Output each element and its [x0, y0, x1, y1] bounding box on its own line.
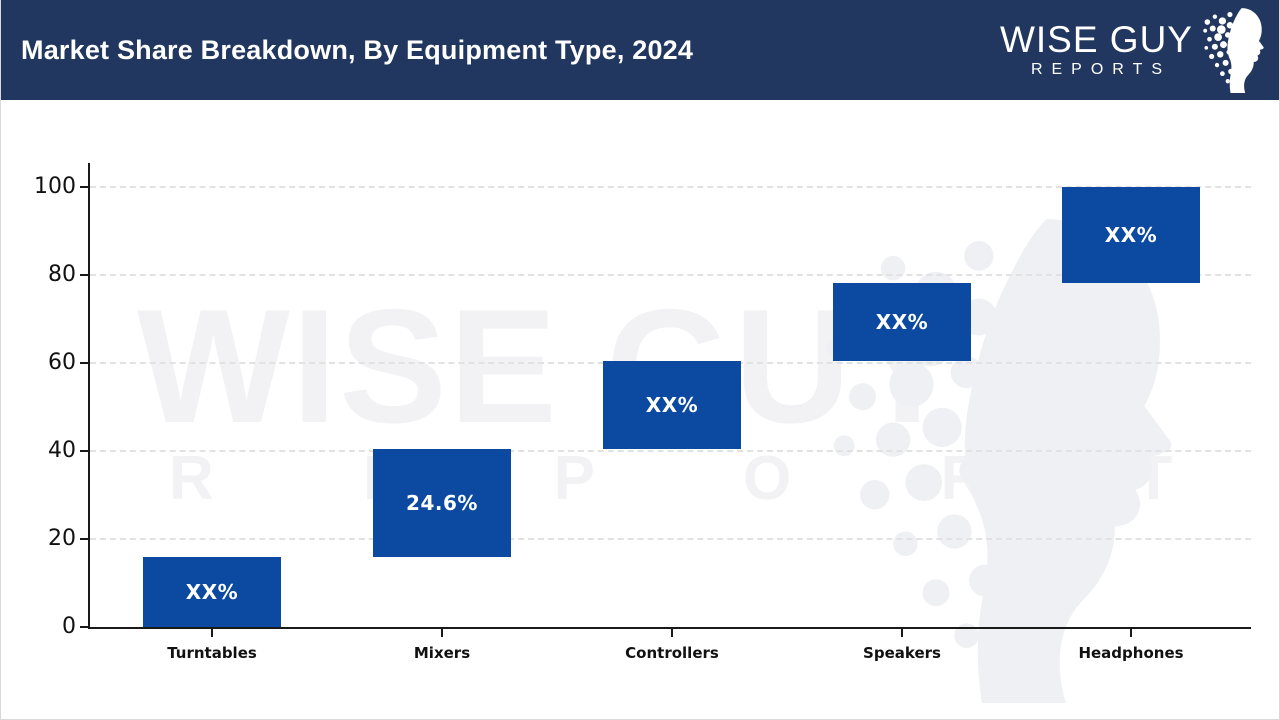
bar-value-label: XX% [875, 310, 929, 335]
y-tick [80, 362, 88, 364]
bar-value-label: XX% [185, 580, 239, 605]
x-tick-label-mixers: Mixers [413, 644, 471, 662]
wise-guy-reports-logo: WISE GUY REPORTS [1000, 7, 1267, 93]
bar-value-label: XX% [645, 393, 699, 418]
x-tick-label-turntables: Turntables [167, 644, 257, 662]
y-tick-label: 40 [48, 438, 76, 463]
y-tick-label: 80 [48, 262, 76, 287]
y-tick-label: 60 [48, 350, 76, 375]
gridline-y100 [90, 186, 1251, 188]
bar-speakers: XX% [833, 283, 971, 362]
header: Market Share Breakdown, By Equipment Typ… [1, 0, 1279, 100]
x-tick [901, 629, 903, 637]
x-tick-label-controllers: Controllers [625, 644, 719, 662]
bar-headphones: XX% [1062, 187, 1200, 284]
y-tick [80, 538, 88, 540]
x-tick [211, 629, 213, 637]
y-tick [80, 626, 88, 628]
gridline-y20 [90, 538, 1251, 540]
bar-turntables: XX% [143, 557, 281, 627]
x-axis-line [88, 627, 1251, 629]
x-tick [1130, 629, 1132, 637]
x-tick [441, 629, 443, 637]
dotted-face-icon [1203, 8, 1264, 93]
bar-value-label: 24.6% [406, 491, 478, 516]
watermark-wordmark: WISE GUY [137, 276, 964, 457]
bar-mixers: 24.6% [373, 449, 511, 558]
logo-subname: REPORTS [1030, 60, 1172, 78]
x-tick-label-speakers: Speakers [863, 644, 941, 662]
gridline-y80 [90, 274, 1251, 276]
plot-area: 0 20 40 60 80 100 XX% Turntables 24.6% Mixers XX% C… [34, 163, 1251, 662]
bar-value-label: XX% [1104, 223, 1158, 248]
x-tick-label-headphones: Headphones [1078, 644, 1184, 662]
y-tick [80, 274, 88, 276]
y-tick-label: 100 [34, 174, 76, 199]
bar-controllers: XX% [603, 361, 741, 450]
logo-text: WISE GUY REPORTS [999, 19, 1193, 79]
y-tick-label: 0 [62, 614, 76, 639]
y-tick [80, 186, 88, 188]
logo-name: WISE GUY [999, 19, 1193, 61]
y-tick-label: 20 [48, 526, 76, 551]
y-axis-line [88, 163, 90, 629]
x-tick [671, 629, 673, 637]
page-title: Market Share Breakdown, By Equipment Typ… [21, 34, 694, 65]
y-tick [80, 450, 88, 452]
gridline-y40 [90, 450, 1251, 452]
